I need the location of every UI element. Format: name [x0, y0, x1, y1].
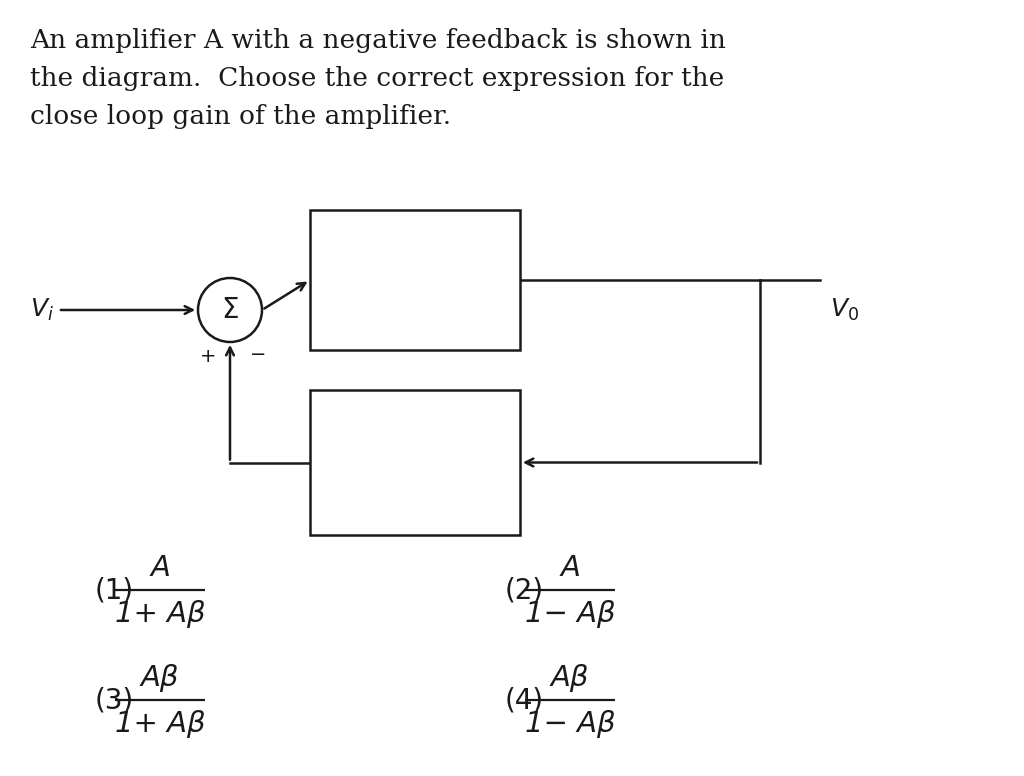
- Text: (1): (1): [95, 576, 134, 604]
- Text: A: A: [151, 554, 170, 582]
- Text: Amplifier: Amplifier: [368, 250, 462, 270]
- Text: An amplifier A with a negative feedback is shown in: An amplifier A with a negative feedback …: [30, 28, 726, 53]
- Text: +: +: [200, 347, 216, 366]
- Text: −: −: [250, 345, 266, 364]
- Text: $V_0$: $V_0$: [830, 297, 859, 323]
- Text: 1− Aβ: 1− Aβ: [524, 600, 615, 628]
- Text: $\Sigma$: $\Sigma$: [221, 296, 239, 324]
- Text: $A$: $A$: [407, 290, 424, 310]
- Text: close loop gain of the amplifier.: close loop gain of the amplifier.: [30, 104, 452, 129]
- Text: (4): (4): [505, 686, 544, 714]
- Text: (2): (2): [505, 576, 544, 604]
- Text: A: A: [560, 554, 580, 582]
- Text: the diagram.  Choose the correct expression for the: the diagram. Choose the correct expressi…: [30, 66, 724, 91]
- Text: (3): (3): [95, 686, 134, 714]
- Text: 1− Aβ: 1− Aβ: [524, 710, 615, 738]
- Text: Aβ: Aβ: [140, 664, 179, 692]
- Text: Feedback: Feedback: [366, 435, 465, 455]
- Text: $V_i$: $V_i$: [30, 297, 54, 323]
- Bar: [310, 390, 520, 535]
- Text: Aβ: Aβ: [551, 664, 589, 692]
- Text: 1+ Aβ: 1+ Aβ: [115, 600, 206, 628]
- Text: 1+ Aβ: 1+ Aβ: [115, 710, 206, 738]
- Text: $\beta$: $\beta$: [407, 469, 423, 497]
- Bar: [310, 210, 520, 350]
